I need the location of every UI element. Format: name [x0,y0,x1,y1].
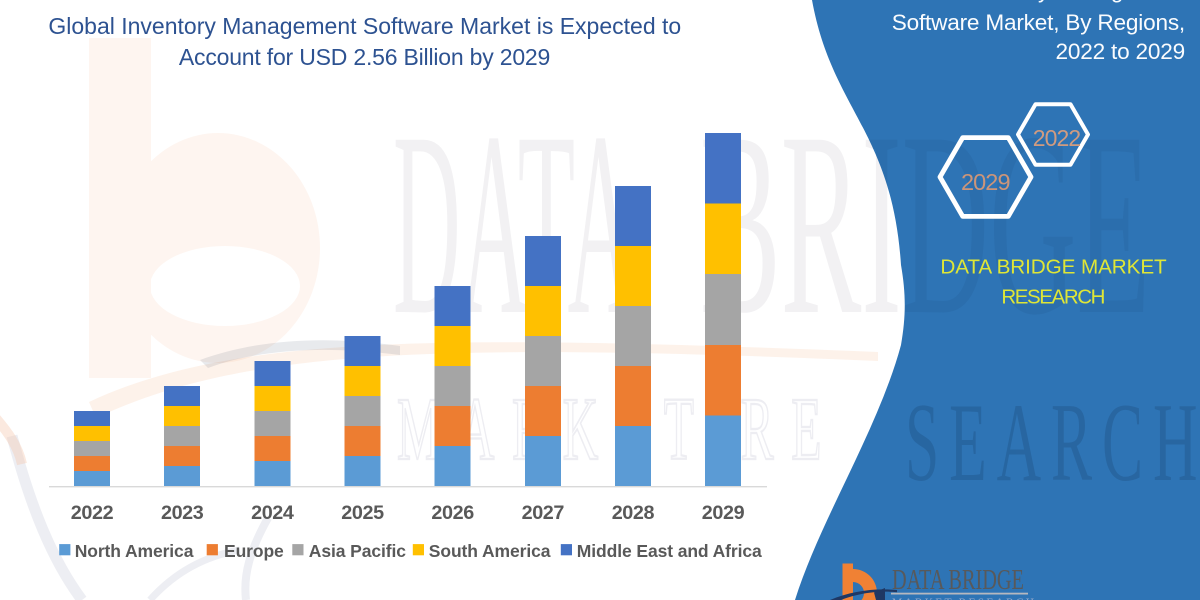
svg-text:Asia Pacific: Asia Pacific [309,541,406,561]
svg-text:2025: 2025 [341,502,384,524]
svg-text:2026: 2026 [431,502,474,524]
svg-text:South America: South America [429,541,551,561]
svg-text:North America: North America [75,541,194,561]
svg-text:Europe: Europe [224,541,284,561]
svg-text:2023: 2023 [161,502,204,524]
svg-text:2022: 2022 [71,502,114,524]
svg-text:2029: 2029 [961,169,1010,195]
svg-text:SEARCH: SEARCH [905,380,1200,505]
svg-text:2022 to 2029: 2022 to 2029 [1055,39,1185,64]
svg-text:DATA BRIDGE: DATA BRIDGE [892,565,1024,596]
svg-text:2024: 2024 [251,502,294,524]
svg-text:DATA BRIDGE MARKET: DATA BRIDGE MARKET [940,256,1167,279]
svg-text:2027: 2027 [522,502,565,524]
svg-text:RESEARCH: RESEARCH [1001,286,1104,309]
svg-text:2022: 2022 [1033,125,1081,151]
svg-text:MARKET RESEARCH: MARKET RESEARCH [892,597,1036,600]
svg-text:Global Inventory Management: Global Inventory Management [888,0,1186,3]
svg-text:Software Market, By Regions,: Software Market, By Regions, [892,10,1185,35]
svg-text:DATA: DATA [393,78,635,370]
svg-text:Middle East and Africa: Middle East and Africa [577,541,762,561]
svg-text:Global Inventory Management So: Global Inventory Management Software Mar… [48,13,681,39]
svg-text:2028: 2028 [612,502,655,524]
svg-text:Account for USD 2.56 Billion b: Account for USD 2.56 Billion by 2029 [179,44,550,70]
svg-text:2029: 2029 [702,502,745,524]
